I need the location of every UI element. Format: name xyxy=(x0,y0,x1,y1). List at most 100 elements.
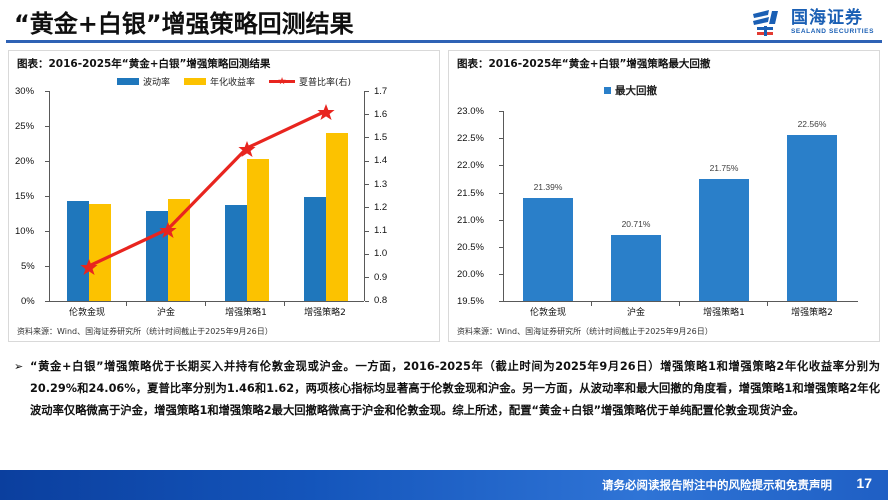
left-cat-label-2: 增强策略1 xyxy=(225,308,267,318)
left-ytick-25: 25% xyxy=(15,121,35,132)
left-ytick-mark xyxy=(45,196,49,197)
right-ytick-mark xyxy=(499,220,503,221)
bar-volatility-3 xyxy=(304,197,326,301)
left-ytick-10: 10% xyxy=(15,226,35,237)
body-text-block: ➢ “黄金+白银”增强策略优于长期买入并持有伦敦金现或沪金。一方面，2016-2… xyxy=(10,356,880,422)
chart-panel-backtest: 图表：2016-2025年“黄金+白银”增强策略回测结果 波动率 年化收益率 夏… xyxy=(8,50,440,342)
left-ytick-20: 20% xyxy=(15,156,35,167)
bar-volatility-0 xyxy=(67,201,89,301)
left-ytick-mark xyxy=(45,161,49,162)
left-ytick-mark xyxy=(45,231,49,232)
left-chart-area: 波动率 年化收益率 夏普比率(右) 30% 25% 20% 15% 10% 5%… xyxy=(9,73,439,323)
left-ytick-mark xyxy=(45,266,49,267)
right-ytick-mark xyxy=(499,111,503,112)
left-y2tick-1-7: 1.7 xyxy=(374,86,388,97)
legend-swatch-sharpe xyxy=(269,80,296,83)
right-ytick-mark xyxy=(499,301,503,302)
legend-item-max-drawdown: 最大回撤 xyxy=(604,83,657,98)
left-ytick-0: 0% xyxy=(21,296,35,307)
bar-drawdown-1 xyxy=(611,235,661,301)
right-ytick-21-0: 21.0% xyxy=(457,215,484,226)
bar-return-2 xyxy=(247,159,269,301)
left-ytick-mark xyxy=(45,91,49,92)
right-ytick-mark xyxy=(499,247,503,248)
right-chart-legend: 最大回撤 xyxy=(604,83,657,98)
left-y2tick-1-3: 1.3 xyxy=(374,179,388,190)
legend-swatch-volatility xyxy=(117,78,139,85)
left-cat-label-3: 增强策略2 xyxy=(304,308,346,318)
left-xtick-mark xyxy=(205,302,206,306)
legend-swatch-annual-return xyxy=(184,78,207,85)
right-chart-source: 资料来源：Wind、国海证券研究所（统计时间截止于2025年9月26日） xyxy=(457,327,713,336)
bar-drawdown-3 xyxy=(787,135,837,301)
left-cat-label-1: 沪金 xyxy=(156,308,175,318)
logo-text: 国海证券 SEALAND SECURITIES xyxy=(791,10,874,36)
right-ytick-mark xyxy=(499,165,503,166)
right-chart-title: 图表：2016-2025年“黄金+白银”增强策略最大回撤 xyxy=(457,58,711,70)
left-y2-axis-line xyxy=(364,91,365,301)
logo-mark-icon xyxy=(751,8,785,38)
left-y2tick-mark xyxy=(365,254,369,255)
bar-volatility-1 xyxy=(146,211,168,301)
data-label-drawdown-3: 22.56% xyxy=(797,119,827,129)
right-cat-label-1: 沪金 xyxy=(626,308,645,318)
left-y2tick-1-5: 1.5 xyxy=(374,132,388,143)
left-y-axis-line xyxy=(49,91,50,301)
legend-item-annual-return: 年化收益率 xyxy=(184,75,255,88)
left-chart-source: 资料来源：Wind、国海证券研究所（统计时间截止于2025年9月26日） xyxy=(17,327,273,336)
right-chart-area: 最大回撤 23.0% 22.5% 22.0% 21.5% 21.0% 20.5%… xyxy=(449,73,879,323)
footer-disclaimer: 请务必阅读报告附注中的风险提示和免责声明 xyxy=(602,478,832,492)
page-title: “黄金+白银”增强策略回测结果 xyxy=(14,10,354,38)
left-x-axis-line xyxy=(49,301,364,302)
left-y2tick-mark xyxy=(365,277,369,278)
right-xtick-mark xyxy=(591,302,592,306)
bar-drawdown-2 xyxy=(699,179,749,301)
right-ytick-21-5: 21.5% xyxy=(457,188,484,199)
legend-label-max-drawdown: 最大回撤 xyxy=(615,85,657,97)
chart-panel-drawdown: 图表：2016-2025年“黄金+白银”增强策略最大回撤 最大回撤 23.0% … xyxy=(448,50,880,342)
left-y2tick-1-6: 1.6 xyxy=(374,109,388,120)
left-y2tick-0-9: 0.9 xyxy=(374,272,388,283)
right-ytick-mark xyxy=(499,193,503,194)
right-ytick-23-0: 23.0% xyxy=(457,106,484,117)
left-y2tick-1-0: 1.0 xyxy=(374,248,388,259)
body-paragraph: “黄金+白银”增强策略优于长期买入并持有伦敦金现或沪金。一方面，2016-202… xyxy=(30,360,880,417)
left-ytick-mark xyxy=(45,126,49,127)
left-ytick-5: 5% xyxy=(21,261,35,272)
left-y2tick-0-8: 0.8 xyxy=(374,295,388,306)
left-y2tick-mark xyxy=(365,114,369,115)
right-xtick-mark xyxy=(767,302,768,306)
left-xtick-mark xyxy=(126,302,127,306)
logo-name-en: SEALAND SECURITIES xyxy=(790,28,874,36)
legend-label-sharpe: 夏普比率(右) xyxy=(299,78,352,88)
right-ytick-20-0: 20.0% xyxy=(457,269,484,280)
left-chart-title: 图表：2016-2025年“黄金+白银”增强策略回测结果 xyxy=(17,58,271,70)
left-y2tick-mark xyxy=(365,91,369,92)
right-x-axis-line xyxy=(503,301,858,302)
sharpe-line-series xyxy=(80,104,335,275)
left-y2tick-mark xyxy=(365,231,369,232)
legend-label-annual-return: 年化收益率 xyxy=(210,78,256,88)
right-ytick-22-0: 22.0% xyxy=(457,160,484,171)
right-ytick-22-5: 22.5% xyxy=(457,133,484,144)
legend-item-sharpe: 夏普比率(右) xyxy=(269,75,351,88)
right-ytick-20-5: 20.5% xyxy=(457,242,484,253)
right-y-axis-line xyxy=(503,111,504,301)
left-chart-legend: 波动率 年化收益率 夏普比率(右) xyxy=(117,75,351,88)
bar-drawdown-0 xyxy=(523,198,573,301)
logo-name-cn: 国海证券 xyxy=(790,8,863,29)
left-ytick-mark xyxy=(45,301,49,302)
legend-item-volatility: 波动率 xyxy=(117,75,170,88)
data-label-drawdown-0: 21.39% xyxy=(533,182,563,192)
left-y2tick-mark xyxy=(365,184,369,185)
right-ytick-19-5: 19.5% xyxy=(457,296,484,307)
right-cat-label-3: 增强策略2 xyxy=(791,308,833,318)
header-divider xyxy=(6,40,882,43)
bar-return-3 xyxy=(326,133,348,301)
right-cat-label-2: 增强策略1 xyxy=(703,308,745,318)
left-y2tick-mark xyxy=(365,161,369,162)
right-xtick-mark xyxy=(679,302,680,306)
left-y2tick-mark xyxy=(365,137,369,138)
data-label-drawdown-2: 21.75% xyxy=(709,163,739,173)
